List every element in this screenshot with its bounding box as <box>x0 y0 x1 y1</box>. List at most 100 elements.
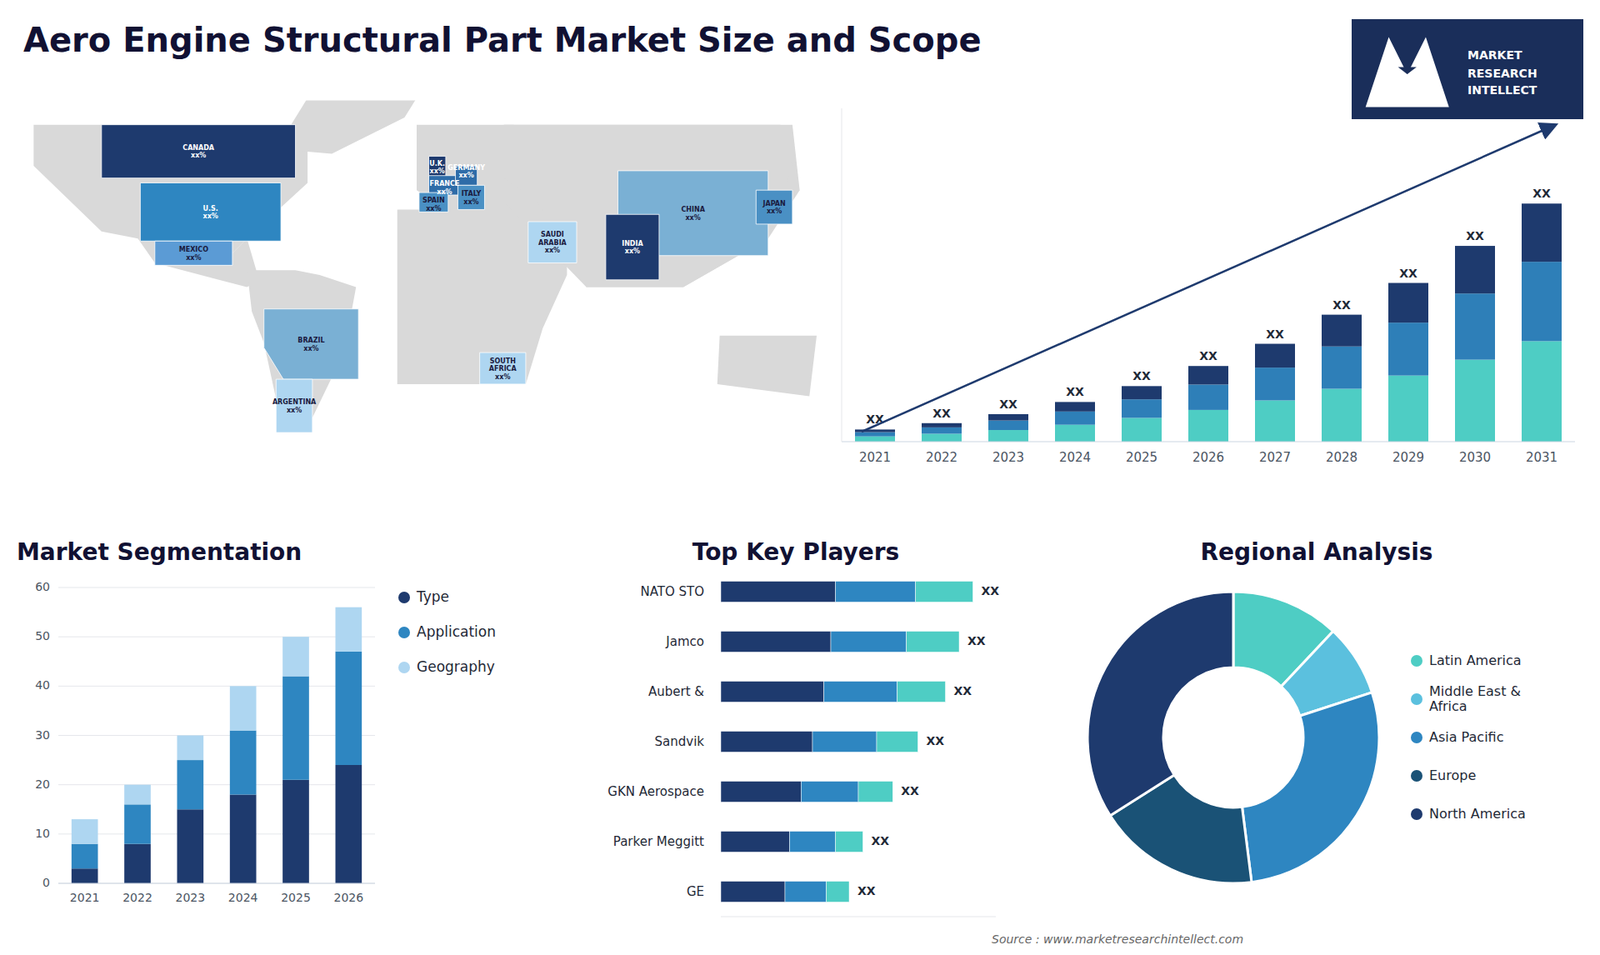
bar-segment <box>988 430 1029 442</box>
bar-segment <box>177 760 205 810</box>
region <box>264 309 359 380</box>
panel-title: Top Key Players <box>692 538 900 566</box>
region-label: BRAZILxx% <box>297 336 325 353</box>
region <box>755 190 793 225</box>
bar-segment <box>1121 417 1162 442</box>
x-tick-label: 2026 <box>1192 450 1225 465</box>
bar-segment <box>71 844 99 870</box>
y-tick-label: Sandvik <box>655 734 705 750</box>
bar-segment <box>720 631 831 653</box>
bar-segment <box>282 636 310 676</box>
text-line: GERMANY <box>447 163 485 171</box>
bar-segment <box>335 607 363 652</box>
land <box>717 335 817 397</box>
total-label: XX <box>1199 349 1218 363</box>
x-tick-label: 2023 <box>992 450 1025 465</box>
bar-segment <box>835 581 916 603</box>
y-tick-label: 50 <box>35 629 50 643</box>
region-label: FRANCExx% <box>430 180 460 196</box>
bar-segment <box>230 685 257 730</box>
legend-label: North America <box>1429 805 1526 822</box>
text-line: MEXICO <box>179 245 209 254</box>
region <box>155 240 233 265</box>
text-line: SAUDI <box>540 230 565 239</box>
bar-segment <box>1455 293 1495 360</box>
bar-labels: XX2021XX2022XX2023XX2024XX2025XX2026XX20… <box>859 186 1558 465</box>
bar-segment <box>921 423 962 428</box>
text-line: U.K. <box>429 159 445 167</box>
y-tick-label: GE <box>686 884 705 900</box>
total-label: XX <box>926 734 945 748</box>
region-labels: CANADAxx%U.S.xx%MEXICOxx%BRAZILxx%ARGENT… <box>179 143 786 414</box>
text-line: xx% <box>545 246 560 255</box>
bar-segment <box>826 881 850 903</box>
bar-segment <box>897 681 946 703</box>
bar-segment <box>177 735 205 761</box>
land <box>504 125 793 288</box>
logo-notch <box>1398 67 1417 75</box>
bar-segment <box>1255 367 1295 400</box>
text-line: ITALY <box>461 190 482 198</box>
bar-segment <box>800 781 859 803</box>
bar-segment <box>720 881 785 903</box>
bar-segment <box>1388 283 1429 324</box>
region <box>480 352 526 385</box>
bar-segment <box>858 781 893 803</box>
bar-segment <box>1388 322 1429 375</box>
text-line: xx% <box>190 151 206 160</box>
region <box>275 379 313 433</box>
x-tick-label: 2021 <box>70 890 100 905</box>
bar-segment <box>1388 375 1429 442</box>
legend-label: Latin America <box>1429 652 1522 669</box>
y-axis-line <box>841 108 843 442</box>
total-label: XX <box>865 412 885 426</box>
y-tick-label: 10 <box>35 826 50 840</box>
legend-label: Type <box>415 588 450 605</box>
x-tick-label: 2021 <box>859 450 891 465</box>
bar-segment <box>855 436 895 442</box>
land <box>397 209 568 384</box>
x-axis-line <box>720 916 996 918</box>
text-line: FRANCE <box>430 180 460 188</box>
text-line: xx% <box>430 167 445 175</box>
total-label: XX <box>1065 385 1085 399</box>
region-label: SOUTHAFRICAxx% <box>489 356 518 380</box>
bar-segment <box>915 581 974 603</box>
region <box>429 155 446 178</box>
grid-line <box>58 883 375 885</box>
text-line: xx% <box>185 253 201 261</box>
total-label: XX <box>1532 186 1551 200</box>
y-tick-label: 40 <box>35 678 50 692</box>
region <box>605 214 660 280</box>
land <box>275 100 417 155</box>
legend-swatch <box>398 591 410 604</box>
legend-swatch <box>1410 808 1423 820</box>
bar-segment <box>335 765 363 884</box>
total-label: XX <box>1332 298 1351 312</box>
region-label: ITALYxx% <box>461 190 482 206</box>
bar-segment <box>230 730 257 795</box>
bar-segment <box>1321 389 1362 442</box>
legend-swatch <box>398 626 410 639</box>
logo-text: INTELLECT <box>1467 83 1538 97</box>
region <box>419 192 449 212</box>
panel-title: Regional Analysis <box>1200 538 1434 566</box>
y-tick-label: NATO STO <box>640 584 705 600</box>
bar-segment <box>921 433 962 442</box>
trend-arrow <box>861 125 1555 432</box>
region-label: MEXICOxx% <box>179 245 209 262</box>
bar-segment <box>1055 401 1095 411</box>
background <box>0 0 1600 955</box>
text-line: xx% <box>685 213 700 221</box>
region <box>617 170 768 256</box>
bar-segment <box>855 432 895 437</box>
text-line: xx% <box>425 204 441 212</box>
text-line: ARGENTINA <box>272 398 317 406</box>
bar-segment <box>282 676 310 780</box>
x-tick-label: 2026 <box>334 890 365 905</box>
bar-segment <box>1455 245 1495 294</box>
source-text: Source : www.marketresearchintellect.com <box>991 932 1244 946</box>
y-tick-label: 30 <box>35 728 50 742</box>
text-line: xx% <box>203 212 219 220</box>
text-line: SOUTH <box>490 356 516 365</box>
